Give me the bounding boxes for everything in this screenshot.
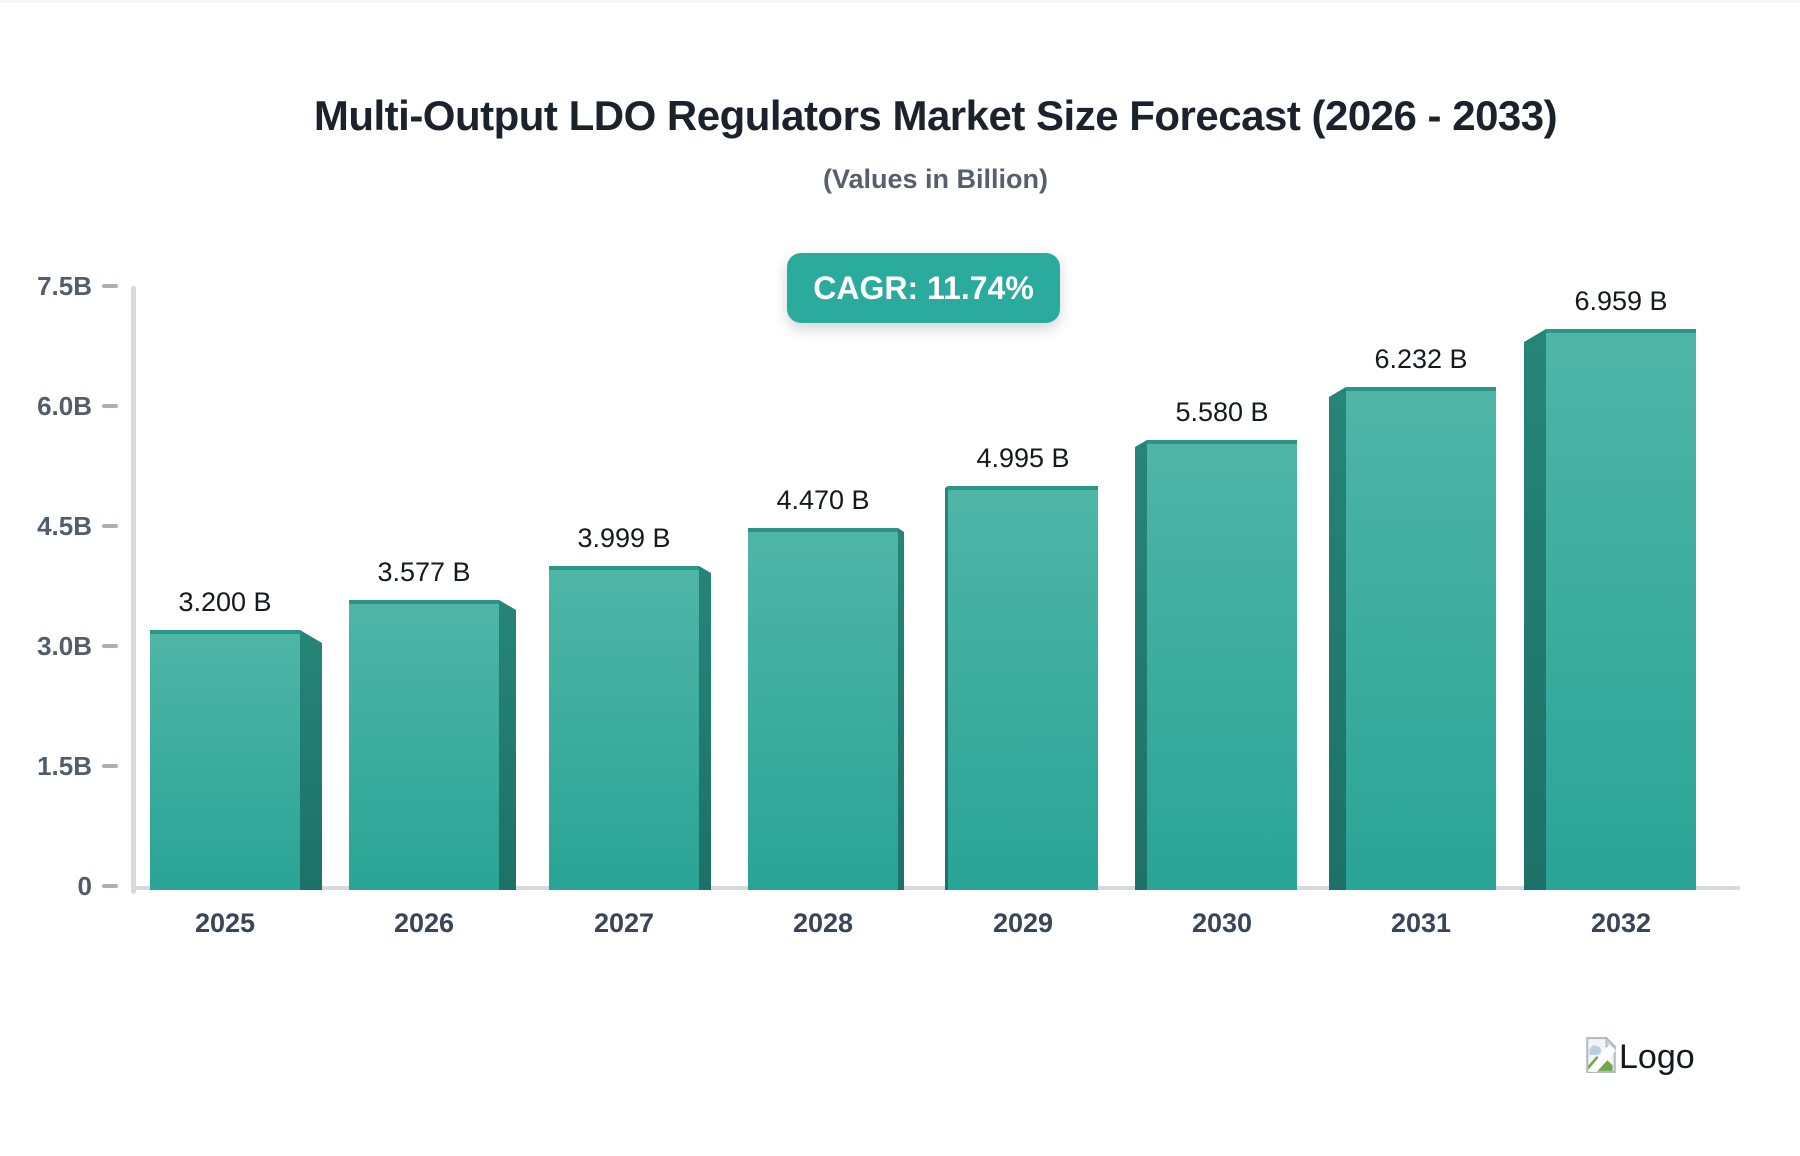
x-axis-label-2031: 2031 — [1390, 908, 1452, 938]
bar-side-face — [1135, 440, 1147, 890]
y-axis-tick — [102, 524, 118, 528]
bar-value-label: 4.470 B — [776, 485, 870, 515]
cagr-badge-label: CAGR: 11.74% — [813, 269, 1034, 306]
y-axis-tick-label: 1.5B — [37, 751, 92, 781]
chart-subtitle: (Values in Billion) — [822, 164, 1049, 194]
bar-side-face — [300, 630, 322, 890]
y-axis-tick — [102, 884, 118, 888]
bar-value-label: 3.577 B — [377, 557, 471, 587]
x-axis-label-2030: 2030 — [1191, 908, 1253, 938]
bar-2027[interactable] — [549, 566, 699, 890]
logo-text: Logo — [1619, 1038, 1695, 1077]
bar-2031[interactable] — [1346, 387, 1496, 890]
card-top-edge — [0, 0, 1800, 3]
x-axis-line — [131, 886, 1740, 890]
x-axis-label-2032: 2032 — [1590, 908, 1652, 938]
y-axis-tick — [102, 644, 118, 648]
broken-image-icon — [1586, 1036, 1617, 1073]
y-axis-tick-label: 3.0B — [37, 631, 92, 661]
bar-side-face — [1524, 329, 1546, 890]
bar-2030[interactable] — [1147, 440, 1297, 890]
x-axis-label-2025: 2025 — [194, 908, 256, 938]
y-axis-tick-label: 4.5B — [37, 511, 92, 541]
x-axis-label-2026: 2026 — [393, 908, 455, 938]
cagr-badge: CAGR: 11.74% — [787, 253, 1060, 323]
bar-2032[interactable] — [1546, 329, 1696, 890]
y-axis-tick-label: 6.0B — [37, 391, 92, 421]
y-axis-line — [131, 286, 136, 894]
bar-2029[interactable] — [948, 486, 1098, 890]
bar-side-face — [499, 600, 516, 890]
bar-2026[interactable] — [349, 600, 499, 890]
y-axis-tick — [102, 404, 118, 408]
bar-2025[interactable] — [150, 630, 300, 890]
y-axis-tick — [102, 764, 118, 768]
bar-value-label: 6.959 B — [1574, 286, 1668, 316]
bar-side-face — [699, 566, 711, 890]
logo: Logo — [1584, 1036, 1695, 1076]
bar-side-face — [1329, 387, 1346, 890]
bar-value-label: 3.999 B — [577, 523, 671, 553]
x-axis-label-2028: 2028 — [792, 908, 854, 938]
y-axis-tick — [102, 284, 118, 288]
bar-side-face — [945, 486, 948, 890]
y-axis-tick-label: 7.5B — [37, 271, 92, 301]
bar-2028[interactable] — [748, 528, 898, 890]
bar-value-label: 5.580 B — [1175, 397, 1269, 427]
x-axis-label-2029: 2029 — [992, 908, 1054, 938]
x-axis-label-2027: 2027 — [593, 908, 655, 938]
bar-value-label: 3.200 B — [178, 587, 272, 617]
bar-side-face — [898, 528, 904, 890]
y-axis-tick-label: 0 — [77, 871, 92, 901]
bar-value-label: 6.232 B — [1374, 344, 1468, 374]
chart-title: Multi-Output LDO Regulators Market Size … — [313, 92, 1558, 139]
bar-value-label: 4.995 B — [976, 443, 1070, 473]
